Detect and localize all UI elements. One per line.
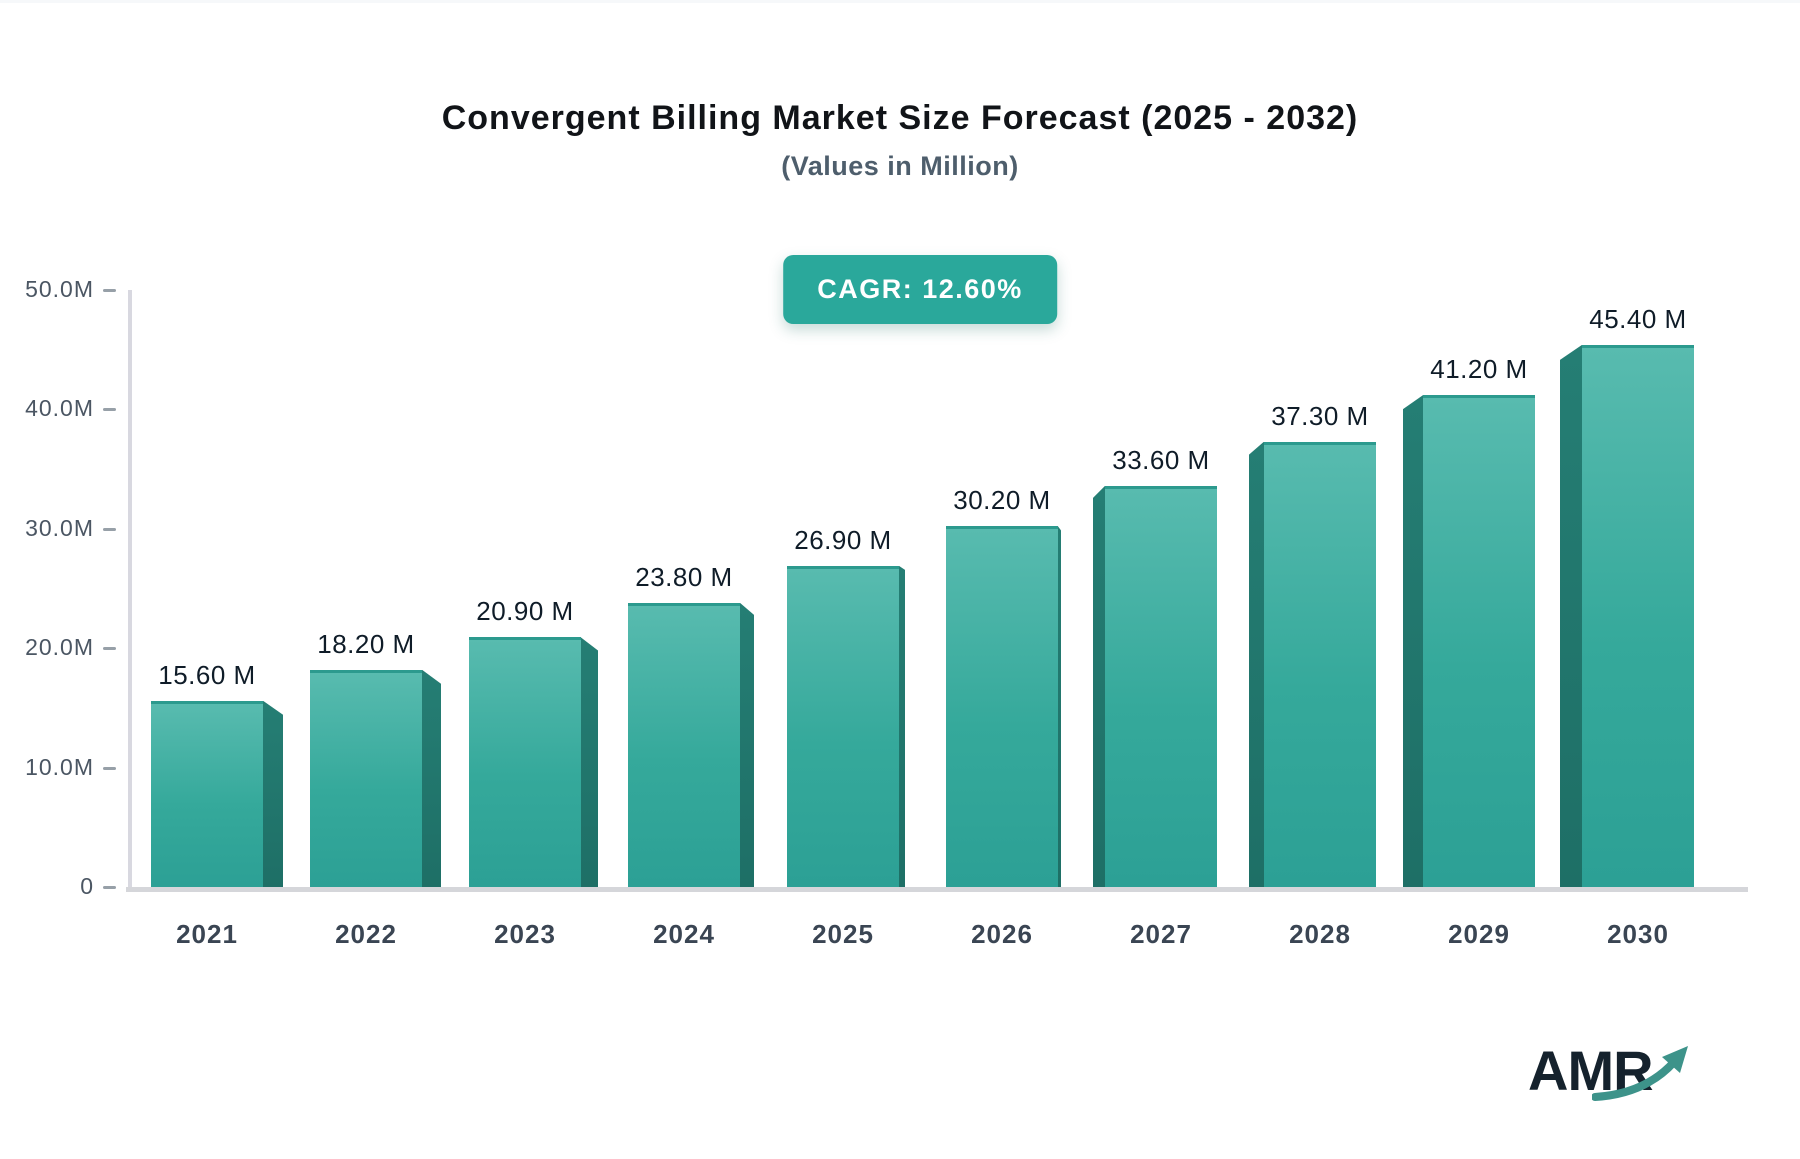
bar-value-label: 23.80 M: [635, 561, 733, 592]
x-axis-label: 2027: [1130, 919, 1192, 949]
bar-side-face: [740, 602, 754, 887]
chart-subtitle: (Values in Million): [781, 151, 1019, 181]
x-axis-label: 2030: [1607, 919, 1669, 949]
bar-face: [1105, 485, 1217, 887]
bar-value-label: 15.60 M: [158, 659, 256, 690]
bar-side-face: [1560, 344, 1582, 887]
bar-side-face: [1093, 485, 1105, 887]
bar-face: [628, 602, 740, 887]
y-tick-label: 0: [80, 873, 94, 899]
y-tick-label: 50.0M: [25, 276, 94, 302]
bar-face: [1423, 395, 1535, 887]
amr-logo-text: AMR: [1528, 1039, 1654, 1102]
y-axis-line: [128, 290, 132, 889]
cagr-badge: CAGR: 12.60%: [783, 255, 1057, 324]
bar-value-label: 37.30 M: [1271, 400, 1369, 431]
bar-face: [310, 669, 422, 887]
bar-value-label: 20.90 M: [476, 596, 574, 627]
y-tick-label: 40.0M: [25, 395, 94, 422]
bar-face: [1264, 441, 1376, 887]
bar-value-label: 45.40 M: [1589, 303, 1687, 334]
bar-face: [469, 637, 581, 887]
y-tick-dash: [103, 647, 116, 651]
bar-value-label: 18.20 M: [317, 628, 415, 659]
x-axis-label: 2023: [494, 919, 556, 949]
bar-side-face: [1249, 441, 1264, 887]
bar-side-face: [263, 700, 283, 887]
bar-face: [1582, 344, 1694, 887]
y-tick-dash: [103, 527, 116, 531]
y-tick-dash: [103, 766, 116, 770]
y-tick-dash: [103, 886, 116, 889]
bar-face: [151, 700, 263, 887]
bar-face: [946, 526, 1058, 887]
x-axis-label: 2022: [335, 919, 397, 949]
x-axis-label: 2026: [971, 919, 1033, 949]
x-axis-label: 2028: [1289, 919, 1351, 949]
bar-value-label: 26.90 M: [794, 524, 892, 555]
bar-side-face: [422, 669, 441, 887]
bar-side-face: [1058, 526, 1061, 887]
y-tick-dash: [103, 408, 116, 412]
bar-side-face: [1403, 395, 1423, 887]
amr-logo: AMR: [1528, 1038, 1728, 1118]
x-axis-label: 2024: [653, 919, 715, 949]
bar-side-face: [899, 565, 905, 887]
y-tick-label: 20.0M: [25, 634, 94, 661]
bar-value-label: 41.20 M: [1430, 354, 1528, 385]
bar-value-label: 30.20 M: [953, 485, 1051, 516]
bar-side-face: [581, 637, 598, 887]
x-axis-label: 2021: [176, 919, 238, 949]
x-axis-line: [126, 887, 1748, 892]
y-tick-dash: [103, 289, 116, 292]
bar-value-label: 33.60 M: [1112, 444, 1210, 475]
x-axis-label: 2029: [1448, 919, 1510, 949]
bar-face: [787, 565, 899, 887]
x-axis-label: 2025: [812, 919, 874, 949]
y-tick-label: 10.0M: [25, 753, 94, 780]
chart-title: Convergent Billing Market Size Forecast …: [441, 99, 1359, 137]
y-tick-label: 30.0M: [25, 514, 94, 541]
